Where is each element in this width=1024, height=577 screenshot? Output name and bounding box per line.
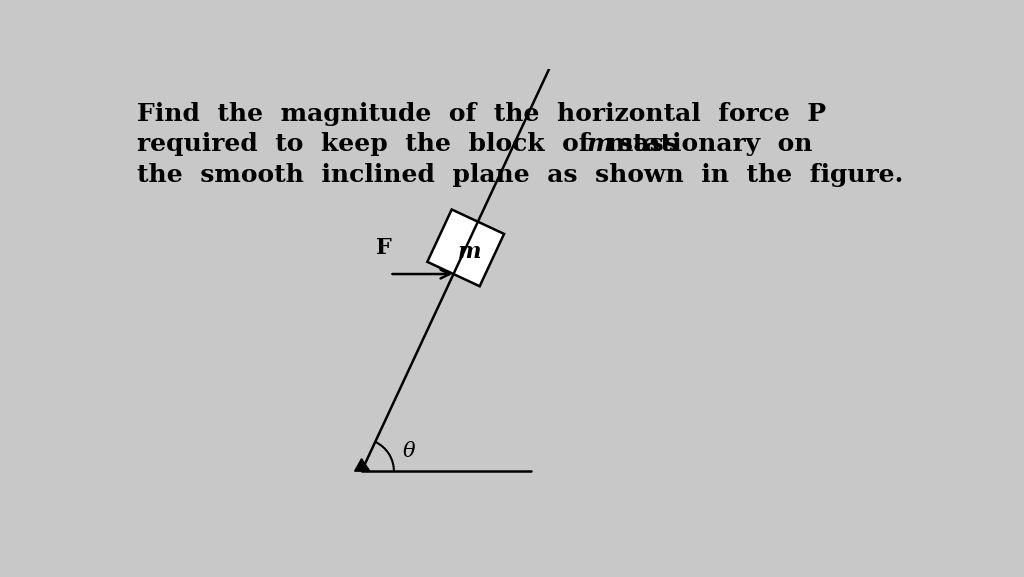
Text: the  smooth  inclined  plane  as  shown  in  the  figure.: the smooth inclined plane as shown in th… [137, 163, 903, 187]
Polygon shape [354, 459, 370, 471]
Text: θ: θ [403, 442, 416, 461]
Text: m: m [587, 132, 613, 156]
Text: m: m [458, 241, 481, 263]
Text: F: F [376, 237, 391, 258]
Polygon shape [427, 209, 504, 286]
Text: required  to  keep  the  block  of  mass: required to keep the block of mass [137, 132, 686, 156]
Text: Find  the  magnitude  of  the  horizontal  force  P: Find the magnitude of the horizontal for… [137, 102, 825, 126]
Text: stationary  on: stationary on [609, 132, 812, 156]
